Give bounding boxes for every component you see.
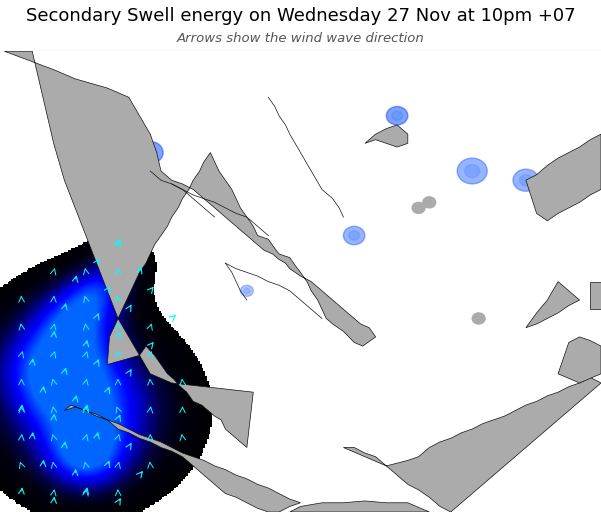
Circle shape	[138, 141, 163, 164]
Circle shape	[343, 226, 365, 245]
Circle shape	[412, 202, 425, 214]
Polygon shape	[343, 377, 601, 512]
Polygon shape	[526, 282, 579, 328]
Circle shape	[423, 197, 436, 208]
Circle shape	[392, 111, 403, 120]
Circle shape	[465, 164, 480, 178]
Circle shape	[513, 169, 538, 191]
Text: Arrows show the wind wave direction: Arrows show the wind wave direction	[177, 32, 424, 45]
Polygon shape	[590, 282, 601, 309]
Circle shape	[457, 158, 487, 184]
Polygon shape	[558, 337, 601, 383]
Text: Secondary Swell energy on Wednesday 27 Nov at 10pm +07: Secondary Swell energy on Wednesday 27 N…	[26, 7, 575, 26]
Circle shape	[243, 288, 250, 293]
Polygon shape	[365, 125, 408, 147]
Circle shape	[240, 285, 253, 296]
Polygon shape	[290, 501, 429, 512]
Circle shape	[349, 231, 359, 240]
Circle shape	[472, 313, 485, 324]
Circle shape	[144, 147, 157, 158]
Polygon shape	[64, 405, 300, 512]
Polygon shape	[4, 51, 376, 447]
Circle shape	[519, 175, 532, 186]
Circle shape	[386, 106, 408, 125]
Polygon shape	[526, 134, 601, 221]
